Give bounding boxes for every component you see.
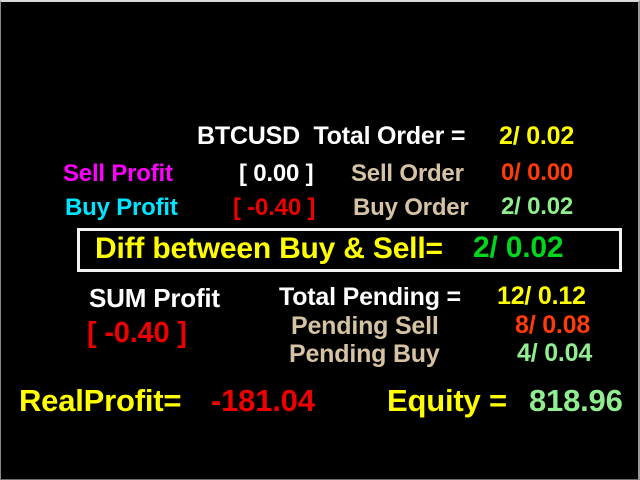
diff-between-buy-sell-value: 2/ 0.02 <box>473 231 564 264</box>
diff-highlight-box <box>77 228 622 272</box>
buy-profit-label: Buy Profit <box>65 194 178 221</box>
real-profit-value: -181.04 <box>211 383 315 418</box>
buy-order-label: Buy Order <box>353 194 469 221</box>
sell-order-value: 0/ 0.00 <box>501 159 573 186</box>
sum-profit-value: [ -0.40 ] <box>87 317 187 349</box>
total-order-label: BTCUSD Total Order = <box>197 122 466 150</box>
diff-between-buy-sell-label: Diff between Buy & Sell= <box>95 232 443 265</box>
sell-profit-value: [ 0.00 ] <box>239 160 314 187</box>
pending-sell-label: Pending Sell <box>291 312 439 340</box>
pending-buy-label: Pending Buy <box>289 340 440 368</box>
buy-profit-value: [ -0.40 ] <box>233 194 316 221</box>
total-pending-label: Total Pending = <box>279 283 461 311</box>
pending-buy-value: 4/ 0.04 <box>517 339 593 367</box>
equity-value: 818.96 <box>529 383 623 418</box>
buy-order-value: 2/ 0.02 <box>501 193 573 220</box>
sell-order-label: Sell Order <box>351 160 464 187</box>
sum-profit-label: SUM Profit <box>89 283 220 313</box>
equity-label: Equity = <box>387 383 507 418</box>
sell-profit-label: Sell Profit <box>63 160 173 187</box>
real-profit-label: RealProfit= <box>19 383 182 418</box>
total-pending-value: 12/ 0.12 <box>497 282 586 310</box>
pending-sell-value: 8/ 0.08 <box>515 311 591 339</box>
total-order-value: 2/ 0.02 <box>499 122 575 150</box>
